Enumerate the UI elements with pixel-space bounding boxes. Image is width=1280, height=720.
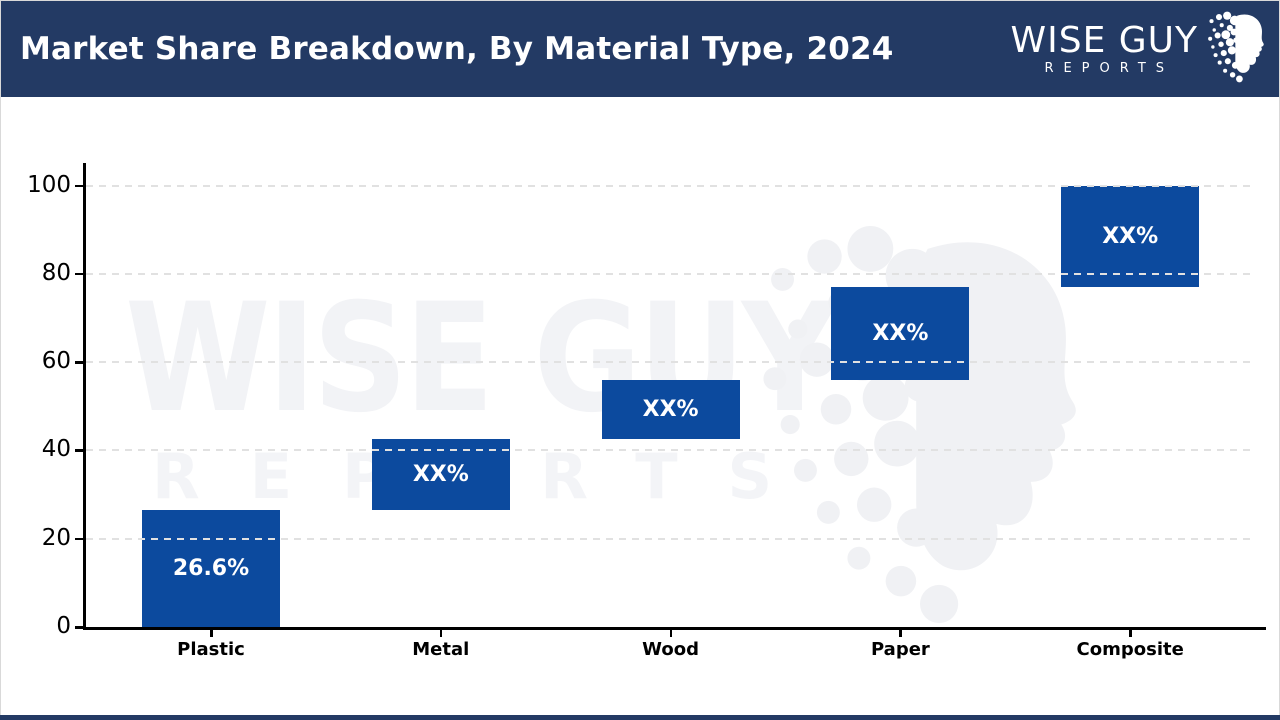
x-tick-metal bbox=[439, 629, 443, 637]
page-title: Market Share Breakdown, By Material Type… bbox=[20, 30, 894, 67]
y-tick-label-80: 80 bbox=[41, 259, 71, 286]
bar-paper: XX% bbox=[831, 286, 970, 381]
y-tick-60 bbox=[75, 361, 84, 364]
gridline-60 bbox=[86, 361, 1253, 364]
x-tick-plastic bbox=[210, 629, 213, 637]
logo-wordmark: WISE GUY bbox=[1010, 19, 1198, 61]
logo-face-icon bbox=[1208, 11, 1264, 83]
y-tick-label-60: 60 bbox=[41, 348, 71, 375]
bar-value-label: XX% bbox=[872, 320, 929, 346]
bar-wood: XX% bbox=[601, 380, 740, 439]
x-axis-label-wood: Wood bbox=[642, 639, 700, 660]
x-axis-label-paper: Paper bbox=[870, 639, 930, 660]
y-tick-100 bbox=[75, 184, 84, 187]
gridline-100 bbox=[86, 184, 1253, 187]
brand-logo: WISE GUY REPORTS bbox=[1011, 4, 1271, 94]
x-tick-wood bbox=[669, 629, 673, 637]
y-tick-label-100: 100 bbox=[27, 171, 71, 198]
x-tick-composite bbox=[1129, 629, 1132, 637]
header-bar: Market Share Breakdown, By Material Type… bbox=[0, 0, 1280, 97]
y-tick-label-0: 0 bbox=[56, 613, 71, 639]
y-tick-80 bbox=[75, 272, 84, 276]
bar-plastic: 26.6% bbox=[142, 509, 280, 627]
y-tick-label-20: 20 bbox=[41, 524, 71, 551]
y-tick-label-40: 40 bbox=[41, 436, 71, 463]
bar-value-label: XX% bbox=[1102, 223, 1159, 249]
bottom-accent-bar bbox=[0, 715, 1280, 720]
y-tick-40 bbox=[75, 449, 84, 452]
x-axis-label-composite: Composite bbox=[1076, 639, 1184, 660]
bar-value-label: XX% bbox=[412, 461, 469, 487]
y-tick-0 bbox=[75, 626, 84, 629]
bar-value-label: XX% bbox=[642, 397, 699, 423]
gridline-40 bbox=[86, 449, 1253, 452]
x-tick-paper bbox=[899, 629, 902, 637]
logo-wordmark-block: WISE GUY REPORTS bbox=[1010, 19, 1199, 77]
gridline-20 bbox=[86, 537, 1253, 540]
bar-value-label: 26.6% bbox=[172, 555, 250, 581]
gridline-80 bbox=[86, 272, 1253, 275]
y-axis-line bbox=[83, 163, 86, 627]
y-tick-20 bbox=[75, 537, 84, 541]
logo-subtitle: REPORTS bbox=[1044, 61, 1175, 77]
x-axis-label-metal: Metal bbox=[412, 639, 470, 660]
bar-composite: XX% bbox=[1061, 185, 1200, 287]
x-axis-label-plastic: Plastic bbox=[177, 639, 245, 660]
x-axis-line bbox=[83, 627, 1266, 630]
